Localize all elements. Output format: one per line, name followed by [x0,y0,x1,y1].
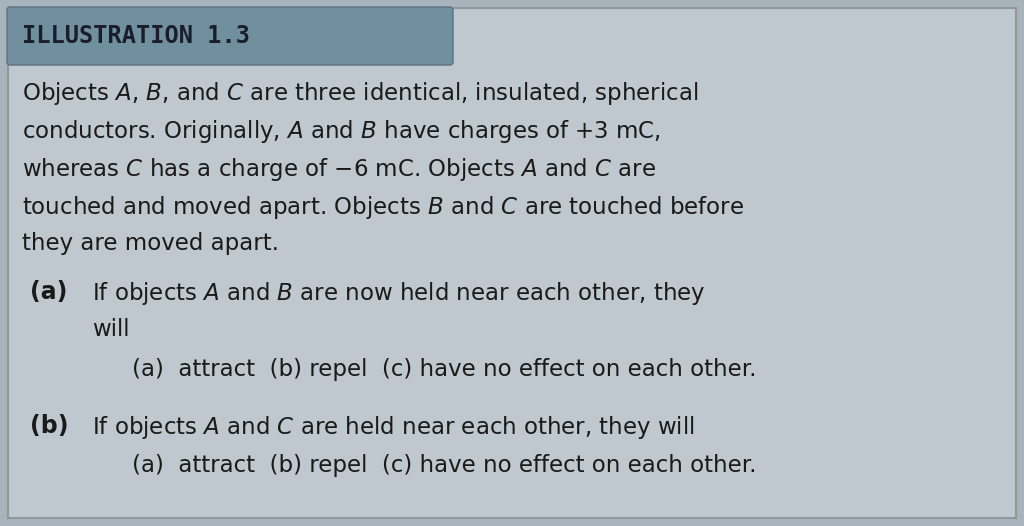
FancyBboxPatch shape [8,8,1016,518]
Text: If objects $A$ and $C$ are held near each other, they will: If objects $A$ and $C$ are held near eac… [92,414,695,441]
FancyBboxPatch shape [7,7,453,65]
Text: (a)  attract  (b) repel  (c) have no effect on each other.: (a) attract (b) repel (c) have no effect… [132,358,757,381]
Text: (b): (b) [30,414,69,438]
Text: If objects $A$ and $B$ are now held near each other, they: If objects $A$ and $B$ are now held near… [92,280,706,307]
Text: will: will [92,318,129,341]
Text: Objects $A$, $B$, and $C$ are three identical, insulated, spherical: Objects $A$, $B$, and $C$ are three iden… [22,80,698,107]
Text: touched and moved apart. Objects $B$ and $C$ are touched before: touched and moved apart. Objects $B$ and… [22,194,744,221]
Text: they are moved apart.: they are moved apart. [22,232,279,255]
Text: conductors. Originally, $A$ and $B$ have charges of +3 mC,: conductors. Originally, $A$ and $B$ have… [22,118,660,145]
Text: ILLUSTRATION 1.3: ILLUSTRATION 1.3 [22,24,250,48]
Text: (a): (a) [30,280,68,304]
Text: whereas $C$ has a charge of −6 mC. Objects $A$ and $C$ are: whereas $C$ has a charge of −6 mC. Objec… [22,156,656,183]
Text: (a)  attract  (b) repel  (c) have no effect on each other.: (a) attract (b) repel (c) have no effect… [132,454,757,477]
